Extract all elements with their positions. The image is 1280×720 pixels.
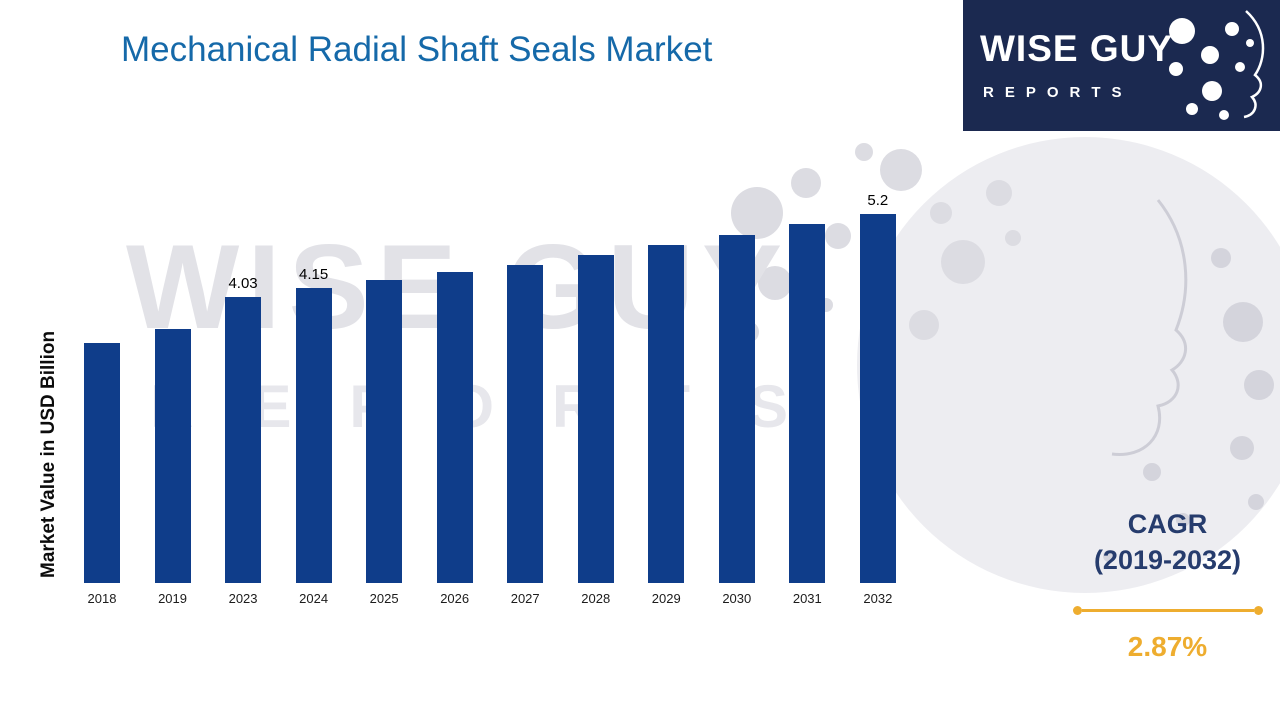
logo-block: WISE GUY REPORTS — [963, 0, 1280, 131]
bar-column-2025: 2025 — [366, 258, 403, 606]
x-tick-label: 2032 — [863, 591, 893, 606]
x-tick-label: 2027 — [510, 591, 540, 606]
bar-2025 — [366, 280, 403, 583]
cagr-label: CAGR — [1127, 509, 1208, 539]
y-axis-label: Market Value in USD Billion — [38, 330, 59, 578]
divider-line — [1081, 609, 1254, 612]
bar-value-label: 5.2 — [867, 192, 889, 209]
x-tick-label: 2030 — [722, 591, 752, 606]
x-tick-label: 2018 — [87, 591, 117, 606]
x-tick-label: 2028 — [581, 591, 611, 606]
bar-2026 — [436, 272, 473, 583]
x-tick-label: 2025 — [369, 591, 399, 606]
x-tick-label: 2029 — [651, 591, 681, 606]
bar-2018 — [84, 343, 120, 583]
cagr-divider-line — [1072, 606, 1263, 615]
bar-column-2024: 4.15 2024 — [295, 266, 332, 606]
bar-column-2032: 5.2 2032 — [859, 192, 896, 606]
cagr-block: CAGR (2019-2032) 2.87% — [1055, 506, 1280, 663]
bar-2028 — [577, 255, 614, 583]
logo-wiseguy-text: WISE GUY — [980, 28, 1174, 69]
bar-column-2030: 2030 — [718, 213, 755, 606]
bar-column-2019: 2019 — [154, 307, 191, 606]
bar-column-2028: 2028 — [577, 233, 614, 606]
bar-column-2026: 2026 — [436, 250, 473, 606]
cagr-value: 2.87% — [1127, 631, 1208, 662]
bar-2029 — [648, 245, 685, 583]
bar-value-label: 4.15 — [298, 266, 329, 283]
bar-chart-plot-area: 2018 2019 4.03 2023 4.15 2024 2025 2026 2027 2028… — [84, 190, 896, 605]
bar-2031 — [789, 224, 826, 583]
x-tick-label: 2026 — [440, 591, 470, 606]
x-tick-label: 2024 — [299, 591, 329, 606]
bar-column-2023: 4.03 2023 — [225, 275, 262, 606]
divider-right-dot — [1253, 606, 1263, 615]
x-tick-label: 2031 — [792, 591, 822, 606]
bar-column-2018: 2018 — [84, 321, 120, 605]
logo-reports-text: REPORTS — [983, 84, 1133, 101]
logo-face-icon — [1169, 10, 1265, 120]
bar-2019 — [154, 329, 191, 583]
x-tick-label: 2019 — [158, 591, 187, 606]
divider-left-dot — [1072, 606, 1082, 615]
chart-title: Mechanical Radial Shaft Seals Market — [121, 30, 713, 69]
bar-2032 — [859, 214, 896, 583]
cagr-range: (2019-2032) — [1093, 545, 1242, 575]
bar-2030 — [718, 235, 755, 583]
bar-2024 — [295, 288, 332, 583]
bar-column-2031: 2031 — [789, 202, 826, 606]
bar-value-label: 4.03 — [228, 275, 258, 292]
bar-column-2027: 2027 — [507, 243, 544, 606]
bar-column-2029: 2029 — [648, 223, 685, 606]
bar-2023 — [225, 297, 262, 583]
bar-2027 — [507, 265, 544, 583]
x-tick-label: 2023 — [228, 591, 258, 606]
